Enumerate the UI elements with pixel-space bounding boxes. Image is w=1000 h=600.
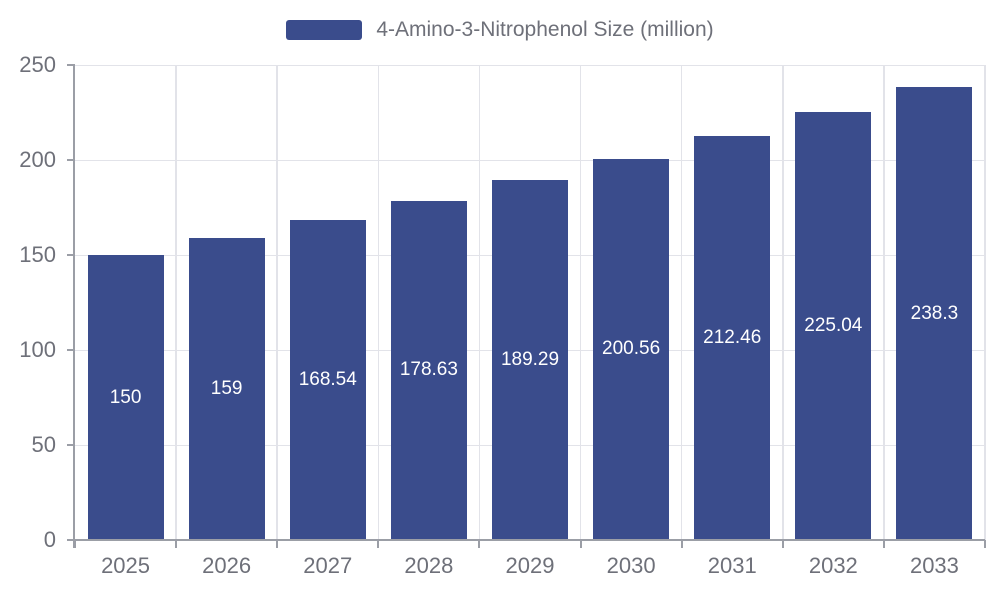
- bar-value-label-2033: 238.3: [910, 302, 959, 324]
- bar-2027: 168.54: [289, 219, 366, 540]
- bar-2026: 159: [188, 237, 265, 540]
- x-axis-tick-5: [579, 540, 582, 548]
- y-axis-label-250: 250: [19, 52, 56, 77]
- gridline-vertical-8: [883, 65, 885, 540]
- y-axis-tick-0: [67, 539, 75, 541]
- y-axis-label-0: 0: [43, 527, 56, 552]
- y-axis-line: [73, 65, 75, 548]
- gridline-vertical-9: [984, 65, 986, 540]
- x-axis-label-2033: 2033: [909, 553, 959, 578]
- x-axis-tick-0: [74, 540, 76, 548]
- bar-value-label-2025: 150: [109, 386, 142, 408]
- x-axis-tick-1: [175, 540, 178, 548]
- gridline-horizontal-250: [75, 64, 985, 66]
- gridline-horizontal-200: [75, 159, 985, 161]
- gridline-vertical-7: [782, 65, 784, 540]
- y-axis-label-150: 150: [19, 242, 56, 267]
- x-axis-label-2026: 2026: [202, 553, 252, 578]
- x-axis-label-2032: 2032: [808, 553, 858, 578]
- x-axis-tick-7: [781, 540, 784, 548]
- y-axis-tick-250: [67, 64, 75, 66]
- bar-2032: 225.04: [795, 112, 872, 540]
- y-axis-tick-50: [67, 444, 75, 446]
- gridline-vertical-5: [579, 65, 582, 540]
- gridline-vertical-4: [478, 65, 481, 540]
- bar-value-label-2030: 200.56: [602, 338, 661, 360]
- legend-label: 4-Amino-3-Nitrophenol Size (million): [376, 18, 714, 41]
- x-axis-label-2031: 2031: [707, 553, 757, 578]
- bar-value-label-2026: 159: [210, 377, 243, 399]
- y-axis-label-50: 50: [31, 432, 56, 457]
- gridline-vertical-6: [680, 65, 683, 540]
- x-axis-tick-9: [984, 540, 986, 548]
- bar-2030: 200.56: [593, 158, 670, 540]
- x-axis-line: [75, 539, 985, 541]
- bar-value-label-2029: 189.29: [500, 349, 560, 371]
- x-axis-label-2030: 2030: [606, 553, 656, 578]
- x-axis-label-2027: 2027: [303, 553, 353, 578]
- x-axis-tick-2: [276, 540, 279, 548]
- x-axis-tick-4: [478, 540, 481, 548]
- x-axis-tick-3: [377, 540, 380, 548]
- bar-2033: 238.3: [896, 87, 973, 540]
- y-axis-label-100: 100: [19, 337, 56, 362]
- x-axis-tick-8: [882, 540, 885, 548]
- bar-2025: 150: [87, 255, 164, 540]
- bar-2031: 212.46: [694, 136, 771, 540]
- y-axis-tick-150: [67, 254, 75, 256]
- bar-2029: 189.29: [492, 180, 568, 540]
- gridline-vertical-1: [175, 65, 177, 540]
- bar-value-label-2031: 212.46: [703, 327, 762, 349]
- x-axis-tick-6: [680, 540, 683, 548]
- bar-2028: 178.63: [390, 200, 467, 540]
- legend-swatch: [286, 20, 363, 40]
- bar-value-label-2032: 225.04: [804, 315, 863, 337]
- bar-value-label-2027: 168.54: [298, 368, 357, 390]
- gridline-vertical-3: [377, 65, 380, 540]
- gridline-vertical-2: [276, 65, 278, 540]
- y-axis-tick-100: [67, 349, 75, 351]
- legend-item[interactable]: 4-Amino-3-Nitrophenol Size (million): [0, 18, 1000, 42]
- x-axis-label-2028: 2028: [404, 553, 454, 578]
- bar-value-label-2028: 178.63: [399, 359, 458, 381]
- x-axis-label-2025: 2025: [101, 553, 151, 578]
- plot-area: 150 159 168.54 178.63 189.29 200.56 212.46 225.…: [75, 64, 986, 540]
- x-axis-label-2029: 2029: [505, 553, 555, 578]
- y-axis-label-200: 200: [19, 147, 56, 172]
- y-axis-tick-200: [67, 159, 75, 161]
